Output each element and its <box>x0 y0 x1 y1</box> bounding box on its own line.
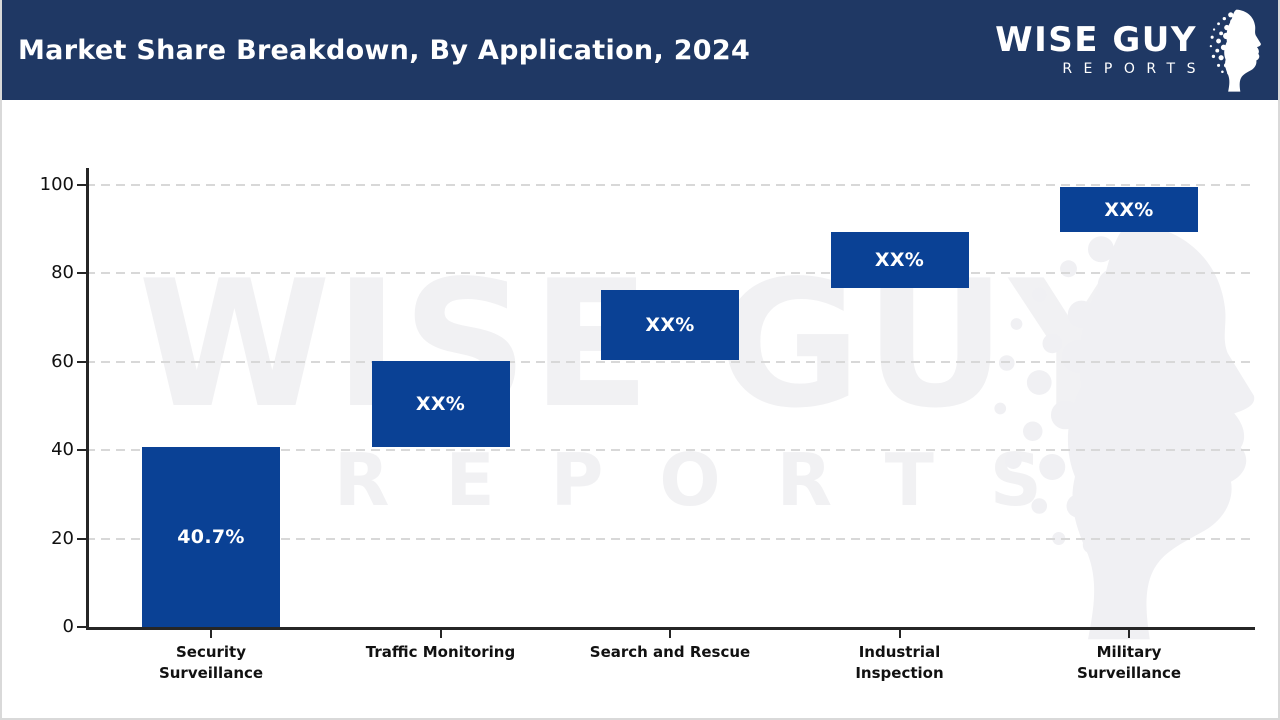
x-category-label-line: Traffic Monitoring <box>365 643 516 661</box>
x-axis-tick <box>439 629 442 638</box>
y-tick-label: 100 <box>39 174 74 195</box>
x-category-label-line: Search and Rescue <box>589 643 751 661</box>
x-category-label-line: Industrial <box>858 643 941 661</box>
x-axis-tick <box>669 629 671 638</box>
gridline <box>86 449 1253 452</box>
x-axis-tick <box>898 629 901 638</box>
x-category-label-line: Security <box>175 643 247 661</box>
logo-wordmark: WISE GUY <box>995 20 1197 60</box>
y-tick-label: 80 <box>51 262 74 284</box>
face-profile-icon <box>1209 9 1261 92</box>
logo-wordmark-block: WISE GUY REPORTS <box>995 23 1197 77</box>
y-axis-tick <box>77 626 86 628</box>
gridline <box>86 360 1253 363</box>
y-axis-tick <box>77 449 86 452</box>
x-axis-tick <box>210 629 212 638</box>
bar-military-surveillance: XX% <box>1060 186 1198 233</box>
y-axis-tick <box>77 537 86 540</box>
wiseguy-logo: WISE GUY REPORTS <box>995 7 1264 93</box>
y-axis-tick <box>77 184 86 186</box>
x-category-label-line: Inspection <box>855 664 944 682</box>
bar-value-label: XX% <box>1104 198 1154 221</box>
plot-area: 0 20 40 60 80 100 40.7% Security Surveillance XX%… <box>0 100 1280 720</box>
chart-title: Market Share Breakdown, By Application, … <box>18 34 751 66</box>
gridline <box>86 272 1253 275</box>
x-category-label: Military Surveillance <box>1014 642 1244 684</box>
x-axis-tick <box>1128 629 1130 638</box>
bar-value-label: XX% <box>874 249 925 272</box>
y-axis-tick <box>77 360 86 363</box>
y-tick-label: 40 <box>51 439 74 461</box>
bar-security-surveillance: 40.7% <box>142 447 280 627</box>
x-category-label-line: Surveillance <box>1076 664 1182 682</box>
x-category-label-line: Surveillance <box>158 664 264 682</box>
x-category-label: Traffic Monitoring <box>326 642 556 663</box>
y-axis-line <box>86 168 89 629</box>
bar-value-label: XX% <box>415 393 466 415</box>
bar-search-and-rescue: XX% <box>601 289 739 361</box>
gridline <box>86 184 1253 186</box>
x-category-label: Industrial Inspection <box>785 642 1015 684</box>
x-category-label: Search and Rescue <box>555 642 785 663</box>
x-axis-line <box>86 627 1255 630</box>
bar-industrial-inspection: XX% <box>830 232 969 289</box>
x-category-label: Security Surveillance <box>96 642 326 684</box>
header-banner: Market Share Breakdown, By Application, … <box>0 0 1280 100</box>
x-category-label-line: Military <box>1096 643 1162 661</box>
bar-value-label: 40.7% <box>177 526 245 549</box>
logo-wordmark-sub: REPORTS <box>1062 61 1207 77</box>
chart-area: WISE GUY REPORTS 0 20 40 60 80 100 40.7% Securi… <box>0 100 1280 720</box>
bar-value-label: XX% <box>645 314 695 337</box>
y-axis-tick <box>77 272 86 275</box>
bar-traffic-monitoring: XX% <box>371 360 510 448</box>
y-tick-label: 20 <box>51 527 74 549</box>
gridline <box>86 537 1253 540</box>
y-tick-label: 60 <box>51 350 74 372</box>
y-tick-label: 0 <box>62 616 74 637</box>
